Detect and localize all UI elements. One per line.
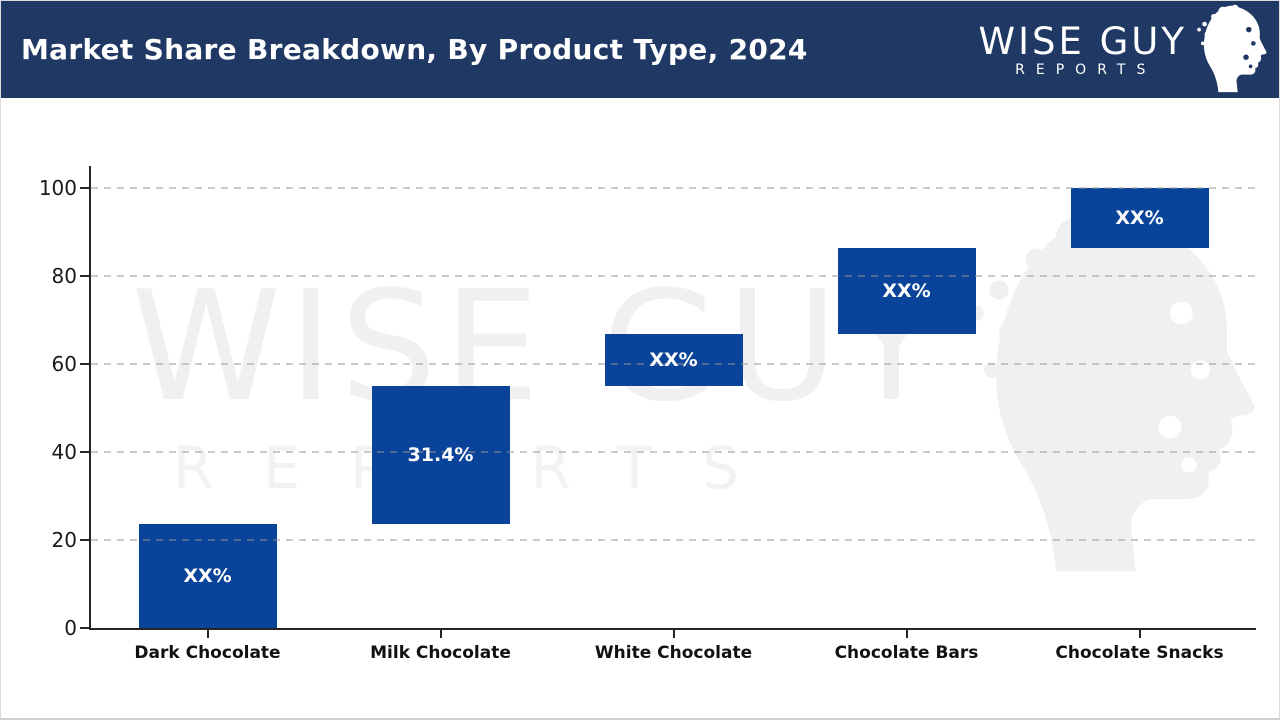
brand-logo: WISE GUY REPORTS (979, 2, 1269, 98)
y-gridline (91, 187, 1256, 189)
brand-name: WISE GUY (978, 19, 1187, 63)
x-axis-tick (1138, 630, 1141, 638)
y-gridline (91, 539, 1256, 541)
y-axis-tick (80, 275, 89, 277)
waterfall-bar (371, 386, 510, 525)
header-bar: Market Share Breakdown, By Product Type,… (1, 1, 1279, 98)
x-axis-tick (905, 630, 908, 638)
x-axis-category-label: Milk Chocolate (370, 643, 511, 663)
x-axis-tick (672, 630, 675, 638)
x-axis-tick (439, 630, 442, 638)
y-gridline (91, 275, 1256, 277)
y-axis-tick (80, 363, 89, 365)
x-axis-category-label: Chocolate Snacks (1055, 643, 1224, 663)
watermark-head-icon (885, 199, 1265, 583)
bar-value-label: XX% (882, 279, 931, 302)
bar-value-label: XX% (649, 349, 698, 372)
waterfall-bar (837, 247, 976, 335)
y-axis-tick (80, 451, 89, 453)
bar-value-label: XX% (183, 565, 232, 588)
x-axis-category-label: Dark Chocolate (134, 643, 281, 663)
y-axis-tick (80, 627, 89, 629)
x-axis-tick (206, 630, 209, 638)
y-axis-tick-label: 60 (51, 352, 77, 376)
brand-logo-text: WISE GUY REPORTS (979, 23, 1187, 77)
waterfall-bar (1070, 188, 1209, 248)
plot-area: 0 20 40 60 80 100 XX% Dark Chocolate 31.4% Milk C… (39, 166, 1256, 663)
page-title: Market Share Breakdown, By Product Type,… (21, 33, 808, 66)
y-gridline (91, 451, 1256, 453)
y-axis-tick-label: 20 (51, 528, 77, 552)
bar-value-label: 31.4% (407, 444, 474, 467)
brand-subtitle: REPORTS (1015, 61, 1157, 78)
watermark-brand-name: WISE GUY (131, 258, 945, 435)
y-axis-tick-label: 80 (51, 264, 77, 288)
y-gridline (91, 363, 1256, 365)
y-axis-tick-label: 100 (38, 176, 77, 200)
x-axis-category-label: White Chocolate (594, 643, 753, 663)
bar-value-label: XX% (1115, 206, 1164, 229)
waterfall-bar (604, 334, 743, 386)
waterfall-bar (138, 524, 277, 628)
y-axis-tick-label: 0 (64, 616, 77, 640)
y-axis-tick (80, 187, 89, 189)
dotted-head-icon (1177, 2, 1269, 98)
x-axis-category-label: Chocolate Bars (834, 643, 979, 663)
y-axis-tick-label: 40 (51, 440, 77, 464)
y-axis-tick (80, 539, 89, 541)
